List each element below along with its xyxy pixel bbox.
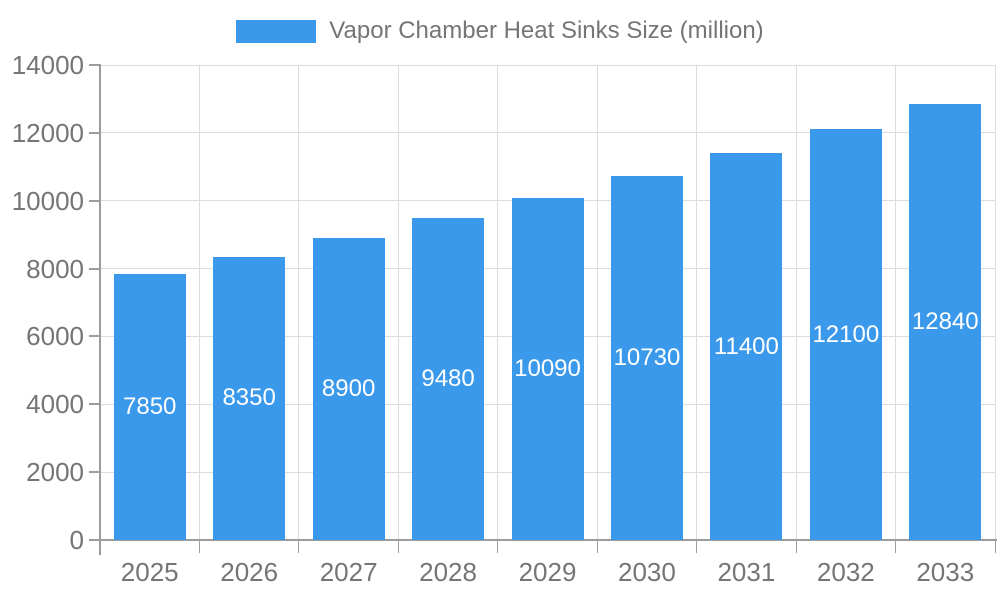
- x-tick-label: 2027: [319, 557, 378, 587]
- x-gridline: [696, 65, 698, 540]
- y-axis-line: [99, 65, 101, 555]
- x-gridline: [895, 65, 897, 540]
- x-gridline: [994, 65, 996, 540]
- y-tick-label: 0: [69, 525, 84, 555]
- x-tick-mark: [198, 540, 200, 553]
- x-tick-mark: [298, 540, 300, 553]
- x-tick-mark: [795, 540, 797, 553]
- x-tick-mark: [895, 540, 897, 553]
- y-tick-mark: [89, 199, 101, 202]
- y-tick-mark: [89, 64, 101, 66]
- y-tick-label: 2000: [26, 457, 84, 488]
- x-gridline: [795, 65, 797, 540]
- y-gridline: [100, 132, 995, 134]
- bar-value-label: 8350: [222, 384, 276, 412]
- x-tick-label: 2029: [518, 557, 577, 587]
- x-tick-label: 2030: [618, 557, 676, 587]
- bar: [909, 104, 982, 540]
- x-gridline: [397, 65, 399, 540]
- y-tick-mark: [89, 267, 101, 270]
- x-gridline: [298, 65, 300, 540]
- legend-swatch: [236, 19, 317, 43]
- bar-value-label: 9480: [421, 365, 475, 393]
- x-axis-line: [99, 539, 997, 541]
- x-gridline: [497, 65, 499, 540]
- bar-value-label: 10090: [514, 354, 581, 382]
- x-tick-mark: [994, 540, 996, 553]
- x-tick-label: 2032: [816, 557, 875, 587]
- bar: [610, 175, 683, 540]
- y-tick-label: 12000: [11, 117, 84, 148]
- bar: [511, 197, 584, 540]
- y-tick-mark: [89, 471, 101, 474]
- y-tick-mark: [89, 539, 101, 541]
- y-tick-label: 4000: [26, 389, 84, 420]
- x-tick-label: 2028: [419, 557, 477, 587]
- bar-value-label: 7850: [123, 392, 177, 420]
- bar-value-label: 10730: [613, 343, 681, 371]
- bar: [809, 129, 882, 540]
- bar: [113, 273, 186, 540]
- bar: [412, 218, 485, 540]
- y-gridline: [100, 64, 995, 66]
- y-tick-label: 10000: [11, 185, 84, 216]
- y-tick-label: 8000: [26, 253, 84, 284]
- bar-value-label: 12100: [812, 320, 880, 348]
- x-tick-label: 2026: [220, 557, 279, 587]
- bar-value-label: 8900: [321, 375, 376, 403]
- bar: [312, 238, 385, 540]
- bar-value-label: 12840: [911, 308, 979, 336]
- x-tick-label: 2025: [120, 557, 179, 587]
- bar-value-label: 11400: [713, 332, 779, 360]
- y-tick-mark: [89, 403, 101, 406]
- bar: [710, 153, 783, 540]
- legend-label: Vapor Chamber Heat Sinks Size (million): [329, 17, 764, 44]
- bar: [213, 256, 286, 540]
- x-gridline: [198, 65, 200, 540]
- x-tick-mark: [397, 540, 399, 553]
- x-tick-label: 2033: [916, 557, 975, 587]
- x-tick-label: 2031: [717, 557, 776, 587]
- x-gridline: [596, 65, 598, 540]
- y-tick-mark: [89, 131, 101, 134]
- chart-legend: Vapor Chamber Heat Sinks Size (million): [0, 17, 1000, 45]
- y-tick-label: 6000: [26, 321, 84, 352]
- y-tick-label: 14000: [11, 50, 84, 80]
- x-tick-mark: [497, 540, 499, 553]
- x-tick-mark: [696, 540, 698, 553]
- y-tick-mark: [89, 335, 101, 338]
- x-tick-mark: [596, 540, 598, 553]
